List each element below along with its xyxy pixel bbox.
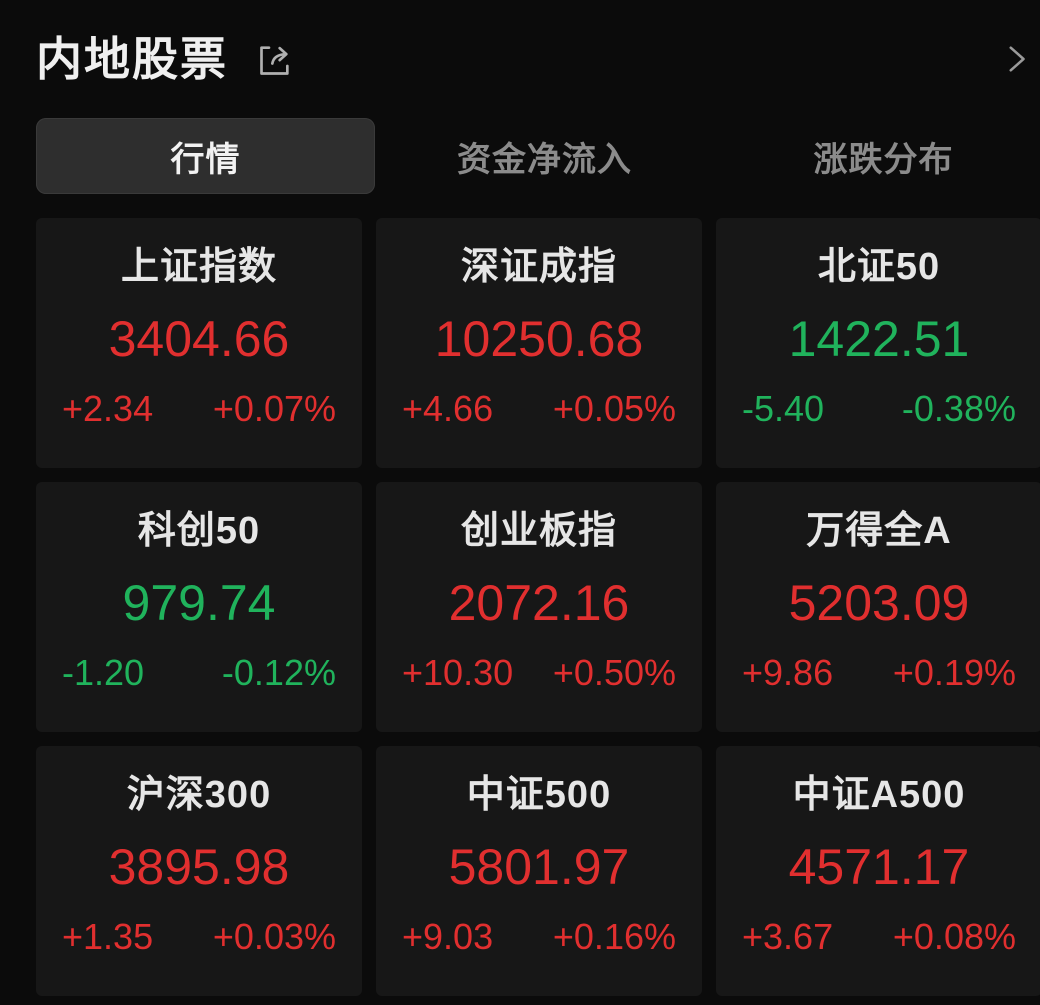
index-card-grid: 上证指数 3404.66 +2.34 +0.07% 深证成指 10250.68 … <box>0 210 1040 996</box>
tab-quotes[interactable]: 行情 <box>36 118 375 194</box>
index-delta-row: +9.86 +0.19% <box>716 653 1040 693</box>
index-change: +9.86 <box>742 651 834 693</box>
index-delta-row: +3.67 +0.08% <box>716 917 1040 957</box>
index-change: +4.66 <box>402 387 494 429</box>
index-name: 上证指数 <box>120 246 277 288</box>
tab-bar: 行情 资金净流入 涨跌分布 <box>0 118 1040 210</box>
index-value: 979.74 <box>122 574 276 631</box>
index-name: 深证成指 <box>460 246 617 288</box>
index-card[interactable]: 创业板指 2072.16 +10.30 +0.50% <box>376 482 702 732</box>
panel-header: 内地股票 <box>0 0 1040 118</box>
forward-button[interactable] <box>998 38 1025 80</box>
index-value: 2072.16 <box>448 574 630 631</box>
index-change-percent: +0.16% <box>552 915 676 957</box>
index-value: 5801.97 <box>448 838 630 895</box>
index-value: 3895.98 <box>108 838 290 895</box>
index-value: 3404.66 <box>108 310 290 367</box>
index-delta-row: +1.35 +0.03% <box>36 917 362 957</box>
index-card[interactable]: 深证成指 10250.68 +4.66 +0.05% <box>376 218 702 468</box>
tab-gain-loss-distribution-label: 涨跌分布 <box>813 140 954 179</box>
index-value: 5203.09 <box>788 574 970 631</box>
index-change: +3.67 <box>742 915 834 957</box>
index-name: 北证50 <box>817 246 941 288</box>
share-button[interactable] <box>254 37 294 81</box>
index-change-percent: +0.19% <box>892 651 1016 693</box>
index-card[interactable]: 上证指数 3404.66 +2.34 +0.07% <box>36 218 362 468</box>
tab-quotes-label: 行情 <box>170 140 241 179</box>
index-change-percent: -0.12% <box>221 651 336 693</box>
index-card[interactable]: 中证A500 4571.17 +3.67 +0.08% <box>716 746 1040 996</box>
index-card[interactable]: 科创50 979.74 -1.20 -0.12% <box>36 482 362 732</box>
index-delta-row: +9.03 +0.16% <box>376 917 702 957</box>
index-card[interactable]: 北证50 1422.51 -5.40 -0.38% <box>716 218 1040 468</box>
tab-gain-loss-distribution[interactable]: 涨跌分布 <box>714 118 1040 194</box>
index-delta-row: +4.66 +0.05% <box>376 389 702 429</box>
tab-net-inflow[interactable]: 资金净流入 <box>375 118 714 194</box>
page-title: 内地股票 <box>36 33 228 85</box>
index-name: 万得全A <box>806 510 952 552</box>
index-change: +9.03 <box>402 915 494 957</box>
index-change: +1.35 <box>62 915 154 957</box>
index-change: +2.34 <box>62 387 154 429</box>
index-delta-row: +10.30 +0.50% <box>376 653 702 693</box>
index-card[interactable]: 中证500 5801.97 +9.03 +0.16% <box>376 746 702 996</box>
tab-net-inflow-label: 资金净流入 <box>457 140 632 179</box>
index-name: 创业板指 <box>460 510 617 552</box>
index-value: 10250.68 <box>434 310 644 367</box>
index-name: 沪深300 <box>126 774 272 816</box>
index-change-percent: +0.05% <box>552 387 676 429</box>
index-name: 中证A500 <box>792 774 966 816</box>
index-name: 科创50 <box>137 510 261 552</box>
index-card[interactable]: 万得全A 5203.09 +9.86 +0.19% <box>716 482 1040 732</box>
share-icon <box>260 46 289 75</box>
index-change-percent: -0.38% <box>901 387 1016 429</box>
index-card[interactable]: 沪深300 3895.98 +1.35 +0.03% <box>36 746 362 996</box>
index-change: -5.40 <box>742 387 825 429</box>
index-change-percent: +0.08% <box>892 915 1016 957</box>
index-delta-row: -5.40 -0.38% <box>716 389 1040 429</box>
index-change: +10.30 <box>402 651 514 693</box>
index-name: 中证500 <box>466 774 612 816</box>
index-change-percent: +0.07% <box>212 387 336 429</box>
index-change-percent: +0.03% <box>212 915 336 957</box>
index-value: 1422.51 <box>788 310 970 367</box>
index-change-percent: +0.50% <box>552 651 676 693</box>
index-delta-row: -1.20 -0.12% <box>36 653 362 693</box>
header-left-group: 内地股票 <box>36 36 294 82</box>
chevron-right-icon <box>1009 46 1025 72</box>
index-delta-row: +2.34 +0.07% <box>36 389 362 429</box>
index-value: 4571.17 <box>788 838 970 895</box>
index-change: -1.20 <box>62 651 145 693</box>
